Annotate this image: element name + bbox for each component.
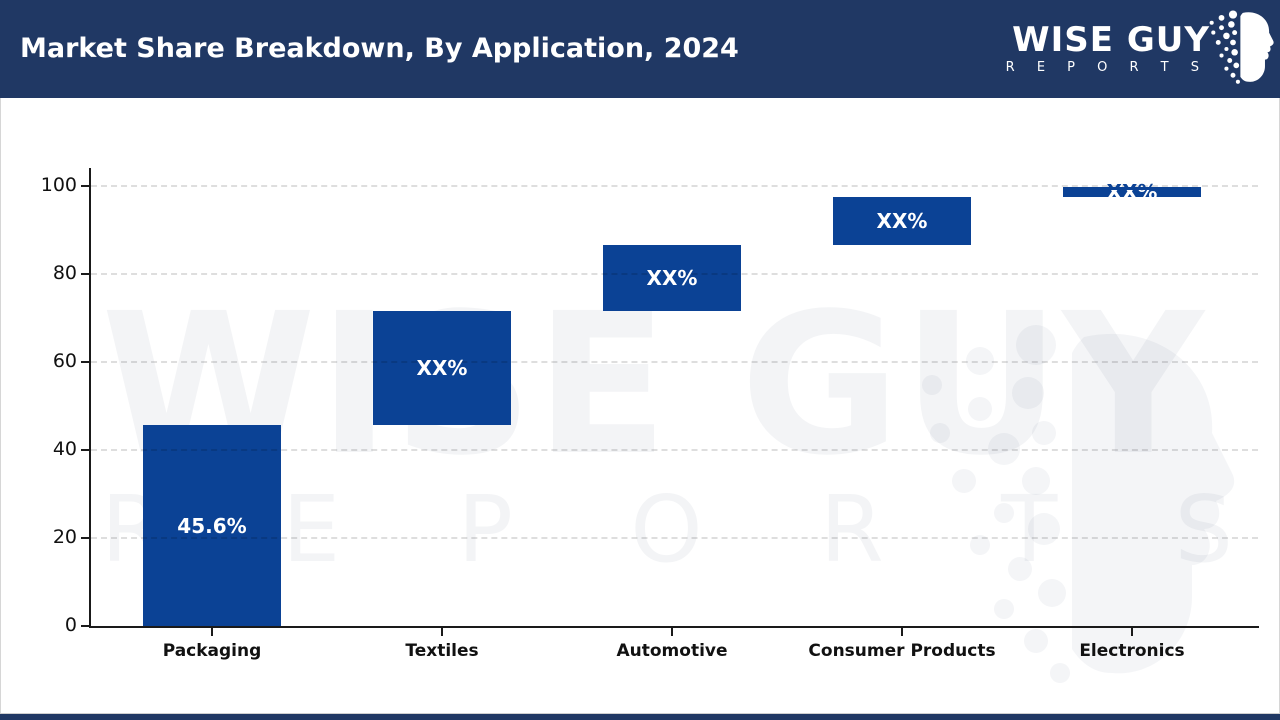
- y-tick-mark: [81, 185, 89, 187]
- y-tick-label: 80: [52, 262, 77, 284]
- bar-value-label: XX%: [416, 356, 468, 381]
- bar-value-label: XX%: [646, 266, 698, 291]
- bar-electronics: [1063, 186, 1201, 198]
- y-tick-mark: [81, 361, 89, 363]
- gridline-40: [91, 449, 1258, 451]
- x-category-label: Automotive: [616, 641, 728, 661]
- bar-value-label: XX%: [1063, 179, 1201, 205]
- x-tick-mark: [671, 628, 673, 636]
- x-category-label: Consumer Products: [808, 641, 996, 661]
- y-tick-label: 0: [64, 614, 77, 636]
- chart-canvas: WISE GUY R E P O R T S 0 20 40 60 80 100 45.6%…: [0, 98, 1280, 714]
- bar-consumer-products: [833, 197, 971, 245]
- y-tick-mark: [81, 625, 89, 627]
- brand-subtitle: R E P O R T S: [1005, 60, 1208, 75]
- bar-textiles: [373, 311, 511, 426]
- brand-logo: WISE GUY R E P O R T S: [1006, 4, 1274, 94]
- gridline-60: [91, 361, 1258, 363]
- x-tick-mark: [1131, 628, 1133, 636]
- gridline-20: [91, 537, 1258, 539]
- y-tick-mark: [81, 537, 89, 539]
- gridline-100: [91, 185, 1258, 187]
- bar-packaging: [143, 425, 281, 626]
- x-category-label: Packaging: [162, 641, 262, 661]
- x-category-label: Textiles: [405, 641, 479, 661]
- bar-value-label: XX%: [876, 209, 928, 234]
- y-tick-mark: [81, 449, 89, 451]
- header-bar: Market Share Breakdown, By Application, …: [0, 0, 1280, 98]
- y-tick-label: 100: [40, 174, 77, 196]
- x-tick-mark: [211, 628, 213, 636]
- bar-automotive: [603, 244, 741, 312]
- x-axis-line: [89, 626, 1259, 628]
- bar-value-label: 45.6%: [177, 513, 247, 538]
- y-tick-label: 40: [52, 438, 77, 460]
- footer-bar: [0, 713, 1280, 720]
- y-tick-label: 20: [52, 526, 77, 548]
- y-axis-line: [89, 168, 91, 628]
- chart-title: Market Share Breakdown, By Application, …: [20, 33, 739, 64]
- head-profile-icon: [1209, 10, 1274, 84]
- gridline-80: [91, 273, 1258, 275]
- x-tick-mark: [441, 628, 443, 636]
- brand-name: WISE GUY: [1012, 20, 1210, 60]
- y-tick-mark: [81, 273, 89, 275]
- y-tick-label: 60: [52, 350, 77, 372]
- x-category-label: Electronics: [1079, 641, 1185, 661]
- x-tick-mark: [901, 628, 903, 636]
